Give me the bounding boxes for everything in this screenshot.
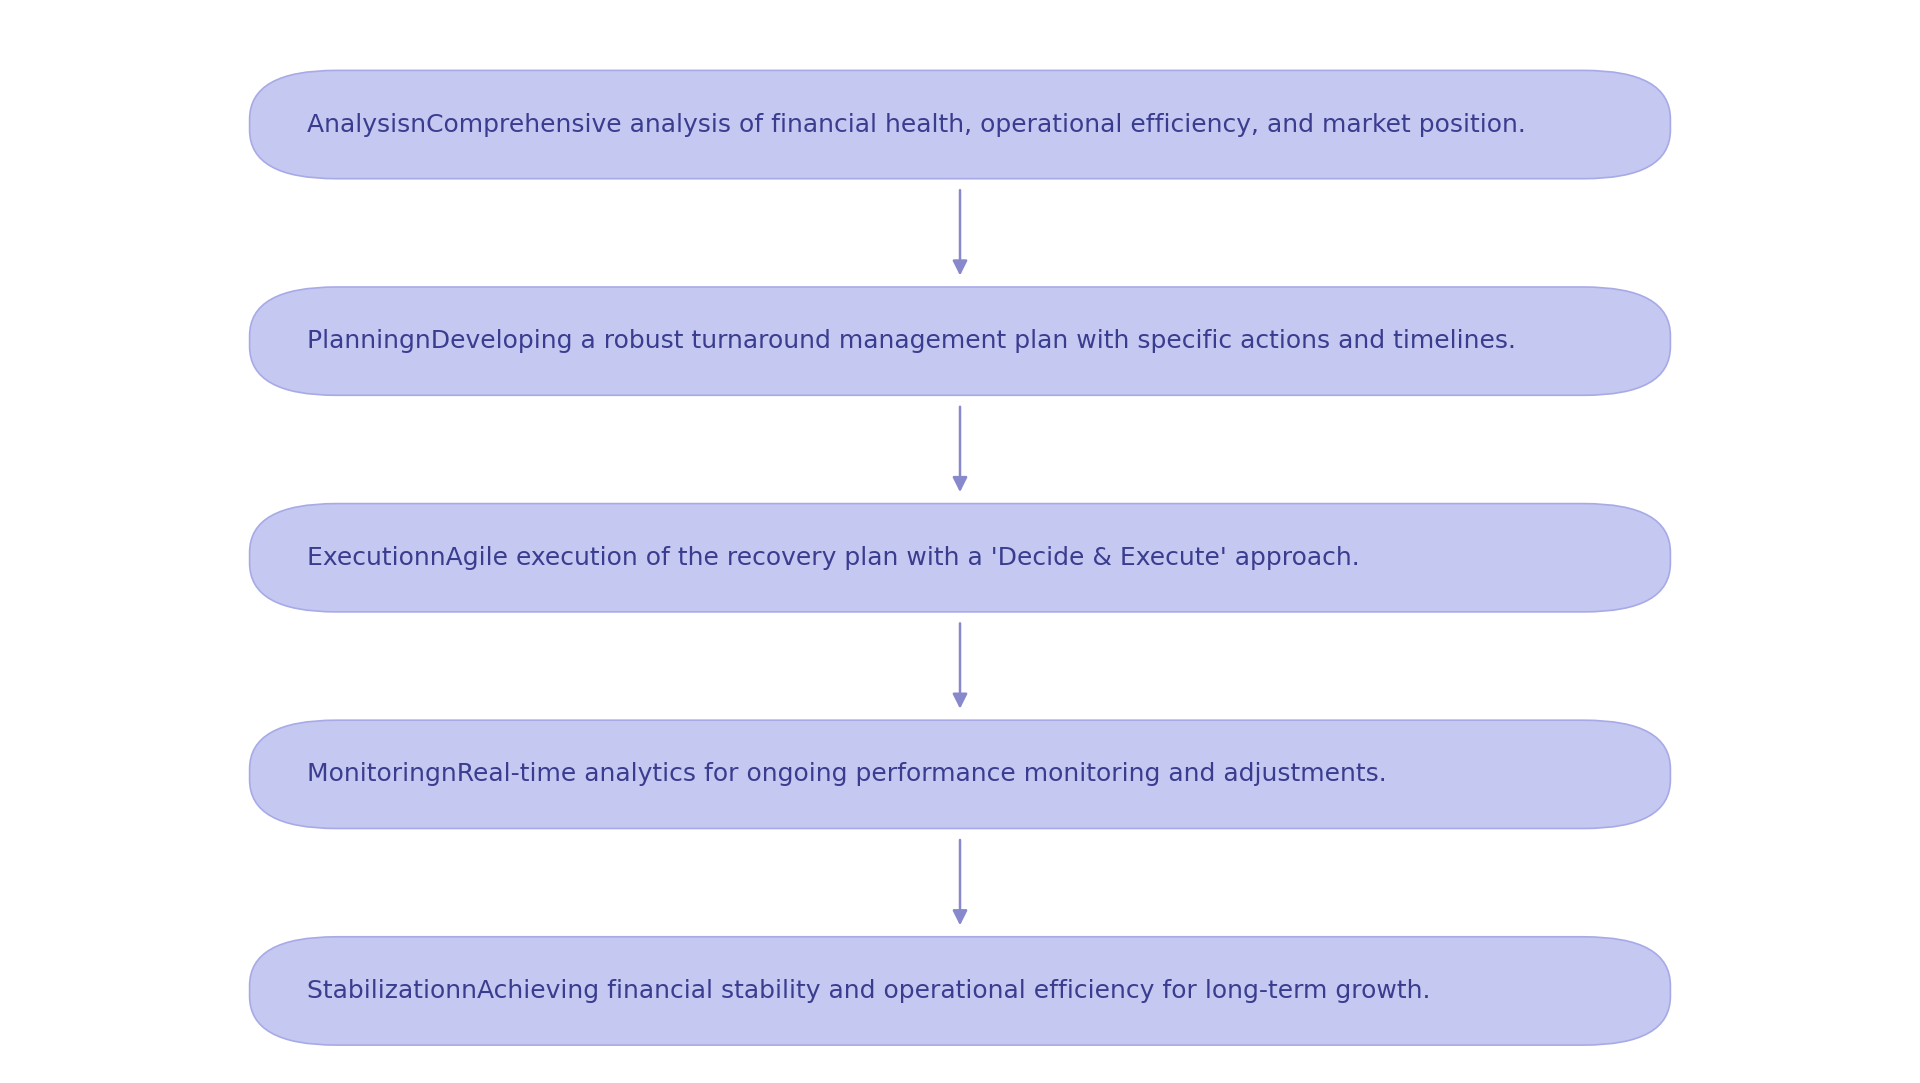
Text: StabilizationnAchieving financial stability and operational efficiency for long-: StabilizationnAchieving financial stabil… — [307, 979, 1430, 1003]
FancyBboxPatch shape — [250, 70, 1670, 179]
FancyBboxPatch shape — [250, 504, 1670, 612]
FancyBboxPatch shape — [250, 720, 1670, 828]
Text: MonitoringnReal-time analytics for ongoing performance monitoring and adjustment: MonitoringnReal-time analytics for ongoi… — [307, 762, 1386, 786]
Text: PlanningnDeveloping a robust turnaround management plan with specific actions an: PlanningnDeveloping a robust turnaround … — [307, 329, 1517, 353]
Text: ExecutionnAgile execution of the recovery plan with a 'Decide & Execute' approac: ExecutionnAgile execution of the recover… — [307, 546, 1359, 570]
FancyBboxPatch shape — [250, 287, 1670, 395]
FancyBboxPatch shape — [250, 937, 1670, 1045]
Text: AnalysisnComprehensive analysis of financial health, operational efficiency, and: AnalysisnComprehensive analysis of finan… — [307, 113, 1526, 136]
